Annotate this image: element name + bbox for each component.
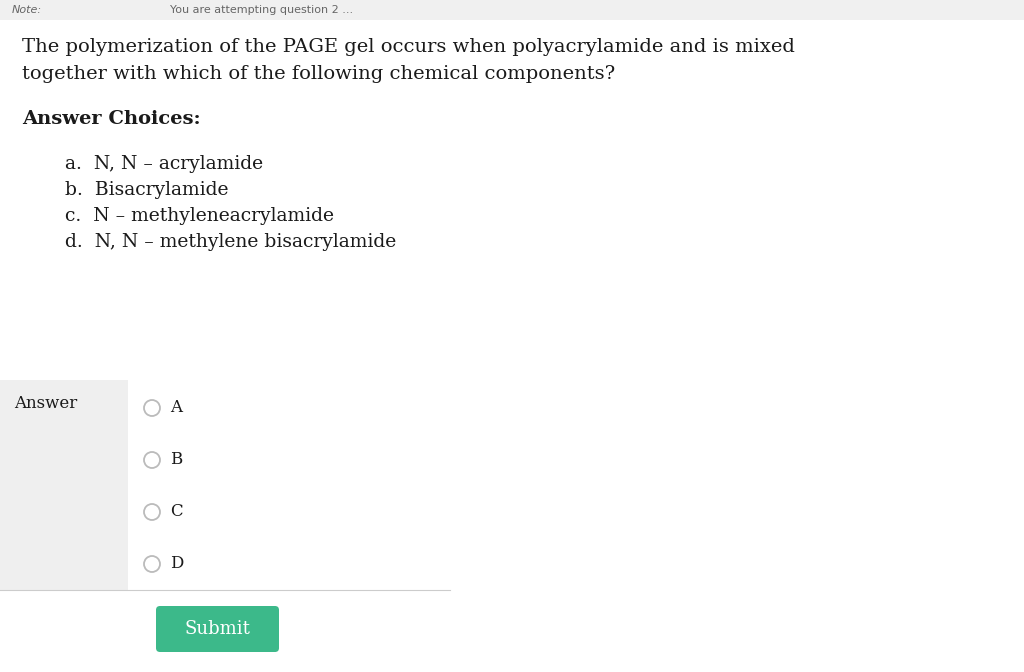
Circle shape	[144, 400, 160, 416]
Circle shape	[144, 556, 160, 572]
Text: Submit: Submit	[184, 620, 251, 638]
Text: a.  N, N – acrylamide: a. N, N – acrylamide	[65, 155, 263, 173]
Text: d.  N, N – methylene bisacrylamide: d. N, N – methylene bisacrylamide	[65, 233, 396, 251]
Text: b.  Bisacrylamide: b. Bisacrylamide	[65, 181, 228, 199]
FancyBboxPatch shape	[0, 380, 128, 590]
FancyBboxPatch shape	[156, 606, 279, 652]
Text: Note:: Note:	[12, 5, 42, 15]
Text: B: B	[170, 452, 182, 468]
Circle shape	[144, 452, 160, 468]
Text: You are attempting question 2 ...: You are attempting question 2 ...	[170, 5, 353, 15]
Text: c.  N – methyleneacrylamide: c. N – methyleneacrylamide	[65, 207, 334, 225]
FancyBboxPatch shape	[128, 380, 1024, 590]
Text: Answer Choices:: Answer Choices:	[22, 110, 201, 128]
Text: The polymerization of the PAGE gel occurs when polyacrylamide and is mixed: The polymerization of the PAGE gel occur…	[22, 38, 795, 56]
FancyBboxPatch shape	[0, 0, 1024, 20]
Text: Answer: Answer	[14, 395, 77, 412]
Text: D: D	[170, 556, 183, 573]
Text: C: C	[170, 503, 182, 521]
Text: together with which of the following chemical components?: together with which of the following che…	[22, 65, 615, 83]
Text: A: A	[170, 399, 182, 417]
Circle shape	[144, 504, 160, 520]
